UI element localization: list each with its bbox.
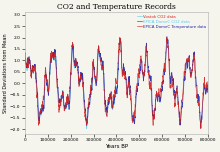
Vostok CO2 data — [23, 62, 26, 64]
EPICA DomeC CO2 data — [57, 86, 59, 88]
Vostok CO2 data — [25, 66, 28, 68]
EPICA DomeC CO2 data — [200, 127, 202, 129]
Line: EPICA DomeC CO2 data: EPICA DomeC CO2 data — [25, 37, 208, 128]
Vostok CO2 data — [85, 128, 88, 130]
Vostok CO2 data — [109, 96, 112, 98]
EPICA DomeC Temperature data — [160, 85, 163, 87]
EPICA DomeC CO2 data — [174, 95, 177, 97]
X-axis label: Years BP: Years BP — [105, 143, 128, 149]
Vostok CO2 data — [61, 96, 63, 98]
EPICA DomeC Temperature data — [174, 96, 177, 98]
EPICA DomeC CO2 data — [23, 60, 26, 62]
Line: Vostok CO2 data: Vostok CO2 data — [25, 40, 121, 129]
EPICA DomeC CO2 data — [207, 89, 210, 91]
EPICA DomeC Temperature data — [23, 55, 26, 56]
EPICA DomeC CO2 data — [143, 71, 145, 73]
EPICA DomeC Temperature data — [118, 36, 121, 38]
EPICA DomeC CO2 data — [94, 75, 96, 77]
Vostok CO2 data — [102, 66, 104, 68]
Title: CO2 and Temperature Records: CO2 and Temperature Records — [57, 3, 176, 11]
Legend: Vostok CO2 data, EPICA DomeC CO2 data, EPICA DomeC Temperature data: Vostok CO2 data, EPICA DomeC CO2 data, E… — [137, 14, 206, 29]
EPICA DomeC Temperature data — [94, 75, 96, 77]
Vostok CO2 data — [120, 49, 122, 51]
EPICA DomeC CO2 data — [166, 36, 168, 38]
Line: EPICA DomeC Temperature data: EPICA DomeC Temperature data — [25, 37, 208, 129]
Y-axis label: Standard Deviations from Mean: Standard Deviations from Mean — [4, 33, 9, 113]
EPICA DomeC CO2 data — [134, 119, 136, 121]
EPICA DomeC Temperature data — [143, 74, 145, 75]
Vostok CO2 data — [77, 74, 80, 76]
EPICA DomeC Temperature data — [207, 82, 210, 84]
EPICA DomeC Temperature data — [134, 111, 136, 112]
EPICA DomeC Temperature data — [57, 95, 59, 96]
EPICA DomeC CO2 data — [160, 90, 163, 92]
EPICA DomeC Temperature data — [199, 128, 202, 130]
Vostok CO2 data — [119, 39, 122, 41]
Vostok CO2 data — [106, 111, 108, 112]
